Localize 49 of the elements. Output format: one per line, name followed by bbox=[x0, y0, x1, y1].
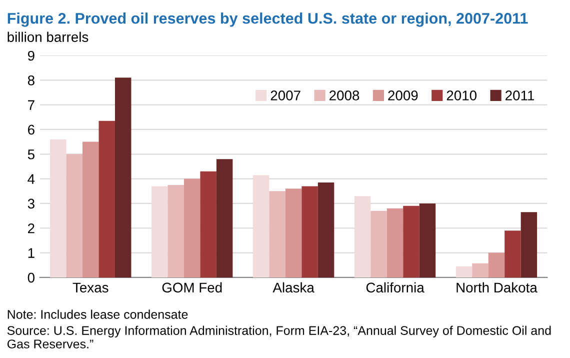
x-tick-label: North Dakota bbox=[456, 282, 538, 293]
bar bbox=[370, 210, 387, 278]
y-tick-label: 9 bbox=[28, 50, 34, 61]
bar bbox=[520, 212, 538, 278]
chart-title: Figure 2. Proved oil reserves by selected U.S. state or region, 2007-2011 bbox=[8, 12, 528, 27]
bar bbox=[184, 178, 200, 278]
x-tick-label: GOM Fed bbox=[162, 282, 222, 293]
y-tick-label: 4 bbox=[28, 174, 35, 184]
legend-label: 2008 bbox=[330, 90, 360, 100]
y-tick-label: 8 bbox=[28, 75, 34, 86]
bar bbox=[82, 142, 99, 278]
bar bbox=[269, 191, 286, 278]
y-tick-label: 1 bbox=[28, 248, 34, 258]
bar bbox=[456, 266, 472, 278]
bar bbox=[419, 203, 436, 278]
legend-label: 2010 bbox=[446, 90, 477, 100]
legend-label: 2007 bbox=[270, 90, 300, 100]
y-tick-label: 6 bbox=[28, 124, 34, 135]
bar bbox=[216, 159, 233, 278]
x-tick-label: California bbox=[366, 282, 424, 293]
bar bbox=[318, 182, 334, 278]
bar bbox=[50, 139, 66, 278]
legend-label: 2009 bbox=[388, 90, 418, 100]
x-tick-label: Alaska bbox=[272, 282, 314, 293]
text: Note: Includes lease condensate bbox=[8, 310, 188, 319]
y-tick-label: 3 bbox=[28, 198, 34, 209]
bar bbox=[403, 206, 420, 278]
y-tick-label: 2 bbox=[28, 223, 34, 234]
y-tick-label: 5 bbox=[28, 150, 34, 160]
bar bbox=[386, 208, 404, 278]
bar bbox=[200, 171, 216, 278]
bar bbox=[285, 188, 302, 278]
y-tick-label: 7 bbox=[28, 100, 34, 110]
bar bbox=[504, 230, 521, 278]
bar bbox=[98, 120, 115, 278]
bar bbox=[114, 78, 132, 278]
bar bbox=[354, 196, 371, 278]
source-note: Source: U.S. Energy Information Administration, Form EIA-23, “Annual Survey of Domestic Oil and Gas Reserves.” bbox=[7, 326, 551, 348]
bar bbox=[152, 186, 168, 278]
bar bbox=[472, 263, 488, 278]
bar bbox=[488, 252, 505, 278]
legend-label: 2011 bbox=[506, 90, 534, 100]
bar bbox=[302, 186, 318, 278]
y-tick-label: 0 bbox=[28, 272, 34, 283]
x-tick-label: Texas bbox=[72, 282, 108, 293]
y-axis-title: billion barrels bbox=[8, 32, 88, 42]
bar bbox=[168, 184, 184, 278]
bar bbox=[252, 175, 270, 278]
bar bbox=[66, 154, 83, 278]
